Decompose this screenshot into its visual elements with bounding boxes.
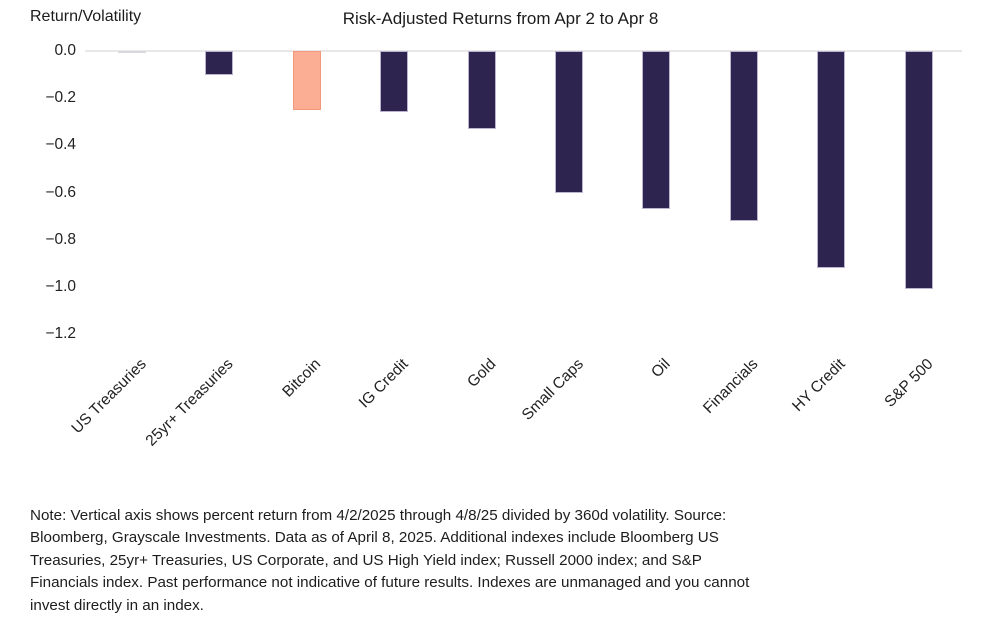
y-tick-label: −0.8 [45,230,76,248]
footnote-line: Bloomberg, Grayscale Investments. Data a… [30,529,719,547]
bar-us-treasuries [118,51,146,53]
x-category-label: Bitcoin [279,355,325,401]
x-category-label: HY Credit [789,355,849,415]
bar-small-caps [555,51,583,193]
x-category-label: Financials [700,355,762,417]
bar-financials [730,51,758,221]
footnote-line: Financials index. Past performance not i… [30,574,750,592]
y-tick-label: −0.2 [45,89,76,107]
y-tick-label: −1.2 [45,325,76,343]
footnote-line: Note: Vertical axis shows percent return… [30,507,727,524]
y-tick-label: −0.6 [45,183,76,201]
bar-25yr-treasuries [205,51,233,75]
x-category-label: Small Caps [518,355,587,424]
x-category-label: US Treasuries [68,355,150,438]
footnote-line: invest directly in an index. [30,596,204,614]
y-axis-title: Return/Volatility [30,8,142,25]
zero-axis-line [85,50,962,52]
x-category-label: Oil [648,355,674,382]
bar-bitcoin [293,51,321,110]
bar-hy-credit [817,51,845,268]
bar-ig-credit [380,51,408,112]
footnote-line: Treasuries, 25yr+ Treasuries, US Corpora… [30,551,702,569]
x-category-label: 25yr+ Treasuries [142,355,237,450]
footnote: Note: Vertical axis shows percent return… [30,505,990,617]
y-tick-label: −1.0 [45,278,76,295]
x-category-label: S&P 500 [881,355,937,411]
y-tick-label: 0.0 [54,42,76,59]
x-category-label: Gold [464,355,500,391]
chart-title: Risk-Adjusted Returns from Apr 2 to Apr … [342,9,659,28]
bar-gold [468,51,496,129]
y-tick-label: −0.4 [45,136,76,154]
bar-s-p-500 [905,51,933,289]
bar-oil [642,51,670,209]
x-category-label: IG Credit [355,355,412,412]
